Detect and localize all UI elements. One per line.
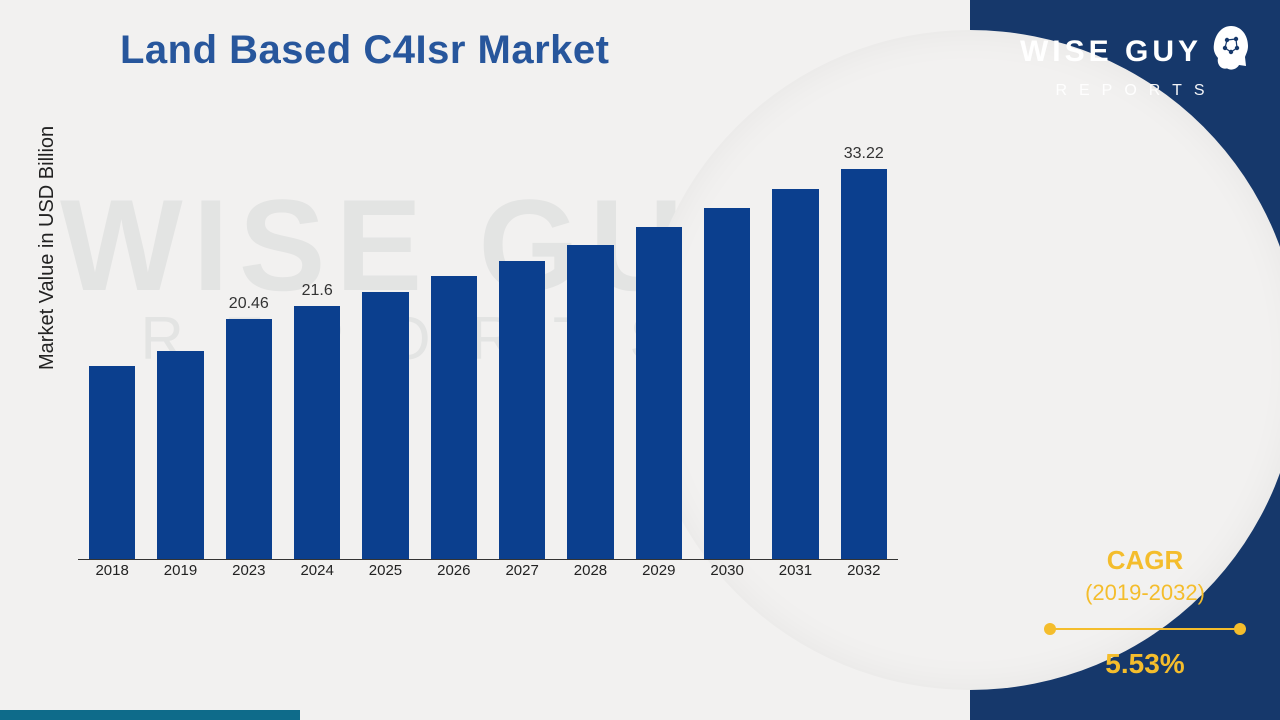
bar bbox=[636, 227, 682, 560]
bar-slot bbox=[693, 160, 761, 560]
y-axis-label: Market Value in USD Billion bbox=[36, 126, 59, 370]
bar-slot bbox=[625, 160, 693, 560]
bar-slot bbox=[488, 160, 556, 560]
brand-line1: WISE GUY bbox=[1020, 35, 1202, 69]
bar-slot bbox=[420, 160, 488, 560]
x-tick-label: 2027 bbox=[488, 562, 556, 579]
x-tick-label: 2023 bbox=[215, 562, 283, 579]
x-tick-label: 2030 bbox=[693, 562, 761, 579]
bar bbox=[772, 189, 818, 560]
brand-line2: REPORTS bbox=[1020, 82, 1252, 100]
bar-slot bbox=[146, 160, 214, 560]
bar-slot: 21.6 bbox=[283, 160, 351, 560]
x-tick-label: 2018 bbox=[78, 562, 146, 579]
bar bbox=[704, 208, 750, 560]
x-tick-label: 2025 bbox=[351, 562, 419, 579]
x-axis-labels: 2018201920232024202520262027202820292030… bbox=[78, 562, 898, 579]
infographic-stage: WISE GUY REPORTS Land Based C4Isr Market… bbox=[0, 0, 1280, 720]
x-tick-label: 2032 bbox=[830, 562, 898, 579]
brand-logo: WISE GUY REPORTS bbox=[1020, 24, 1252, 100]
chart-title: Land Based C4Isr Market bbox=[120, 28, 609, 73]
x-tick-label: 2031 bbox=[761, 562, 829, 579]
bar-slot bbox=[78, 160, 146, 560]
bar-slot bbox=[761, 160, 829, 560]
x-tick-label: 2028 bbox=[556, 562, 624, 579]
bar-slot bbox=[556, 160, 624, 560]
bar-slot bbox=[351, 160, 419, 560]
bar bbox=[431, 276, 477, 560]
bar-slot: 20.46 bbox=[215, 160, 283, 560]
cagr-range: (2019-2032) bbox=[1010, 580, 1280, 606]
bar bbox=[362, 292, 408, 560]
bar-value-label: 21.6 bbox=[302, 282, 333, 300]
bottom-accent-bar bbox=[0, 710, 300, 720]
cagr-divider bbox=[1050, 628, 1240, 630]
bar-chart: 20.46 21.6 33.22 bbox=[78, 160, 898, 560]
x-axis-line bbox=[78, 559, 898, 560]
bar bbox=[841, 169, 887, 560]
x-tick-label: 2029 bbox=[625, 562, 693, 579]
bar bbox=[157, 351, 203, 560]
brain-head-icon bbox=[1210, 24, 1252, 80]
bar-slot: 33.22 bbox=[830, 160, 898, 560]
bar-value-label: 33.22 bbox=[844, 145, 884, 163]
cagr-value: 5.53% bbox=[1010, 648, 1280, 680]
bar bbox=[294, 306, 340, 560]
cagr-block: CAGR (2019-2032) 5.53% bbox=[1010, 545, 1280, 680]
cagr-label: CAGR bbox=[1010, 545, 1280, 576]
bar bbox=[89, 366, 135, 560]
x-tick-label: 2026 bbox=[420, 562, 488, 579]
bar bbox=[226, 319, 272, 560]
bar-value-label: 20.46 bbox=[229, 295, 269, 313]
x-tick-label: 2019 bbox=[146, 562, 214, 579]
bar bbox=[567, 245, 613, 560]
bar bbox=[499, 261, 545, 560]
x-tick-label: 2024 bbox=[283, 562, 351, 579]
